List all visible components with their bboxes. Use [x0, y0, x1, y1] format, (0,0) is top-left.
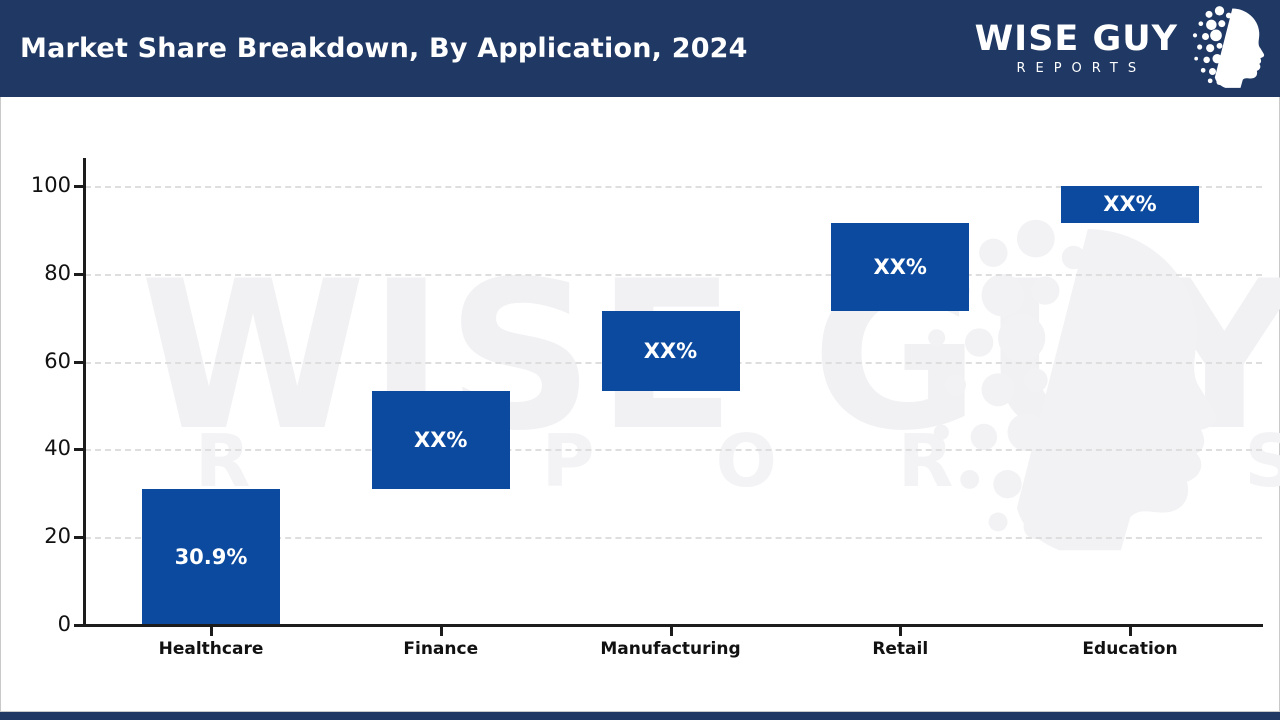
bar-value-label: XX%: [414, 428, 468, 453]
y-tick-label: 20: [44, 524, 71, 549]
bar-education: XX%: [1061, 186, 1199, 223]
x-tick-label: Education: [1082, 639, 1178, 659]
bar-retail: XX%: [831, 222, 970, 311]
bar-value-label: XX%: [873, 254, 927, 279]
footer-bar: [0, 712, 1280, 720]
brand-logo: WISE GUY REPORTS: [975, 5, 1266, 93]
y-tick-label: 80: [44, 260, 71, 285]
x-tick: [899, 627, 903, 636]
y-tick: [74, 185, 83, 188]
watermark-head-icon: [880, 185, 1220, 589]
bar-manufacturing: XX%: [601, 310, 740, 392]
bar-finance: XX%: [371, 391, 510, 490]
y-gridline: [85, 537, 1262, 540]
brand-subname: REPORTS: [1016, 60, 1147, 76]
y-tick-label: 100: [30, 173, 71, 197]
x-axis-spine: [83, 624, 1263, 627]
header-bar: Market Share Breakdown, By Application, …: [0, 0, 1280, 97]
x-tick: [210, 627, 213, 636]
y-tick: [74, 272, 83, 276]
brand-name: WISE GUY: [974, 18, 1178, 59]
y-tick-label: 40: [44, 436, 71, 461]
y-gridline: [85, 449, 1262, 452]
y-tick: [74, 536, 83, 540]
x-tick: [1129, 627, 1132, 636]
bar-value-label: XX%: [1103, 192, 1157, 217]
page-title: Market Share Breakdown, By Application, …: [20, 33, 748, 64]
x-tick-label: Healthcare: [158, 639, 264, 659]
y-tick: [74, 624, 83, 627]
y-tick-label: 0: [57, 612, 71, 636]
y-axis-spine: [83, 158, 86, 627]
y-tick: [74, 448, 83, 452]
brand-logo-text: WISE GUY REPORTS: [974, 18, 1178, 76]
x-tick: [439, 627, 443, 636]
y-gridline: [85, 273, 1262, 276]
x-tick: [669, 627, 673, 636]
x-tick-label: Finance: [403, 639, 479, 659]
bar-value-label: XX%: [643, 339, 698, 364]
x-tick-label: Manufacturing: [600, 639, 741, 659]
y-tick-label: 60: [44, 348, 71, 373]
y-tick: [74, 360, 83, 364]
y-gridline: [85, 186, 1262, 188]
x-tick-label: Retail: [872, 639, 929, 659]
bar-healthcare: 30.9%: [142, 489, 280, 625]
logo-head-icon: [1180, 5, 1266, 93]
bar-value-label: 30.9%: [174, 545, 248, 570]
